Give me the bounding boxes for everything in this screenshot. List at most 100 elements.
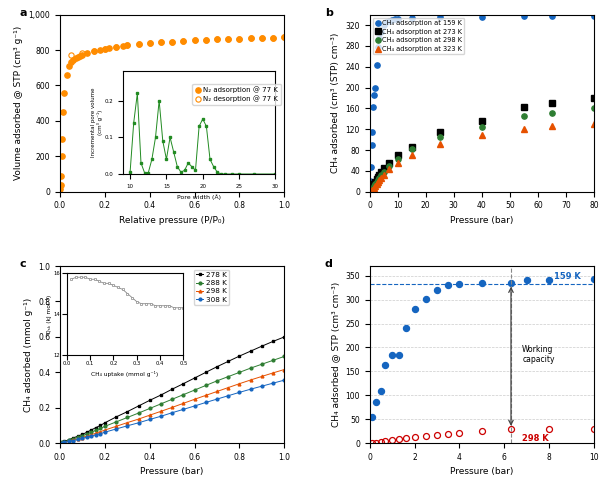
- 288 K: [101, 423, 109, 429]
- N₂ desorption @ 77 K: [157, 39, 164, 45]
- X-axis label: Pressure (bar): Pressure (bar): [450, 468, 514, 476]
- 278 K: [202, 370, 209, 375]
- 298 K: [269, 370, 277, 376]
- CH₄ adsorption at 159 K: [380, 22, 387, 28]
- 298 K: [59, 440, 66, 446]
- CH₄ adsorption at 273 K: [394, 152, 401, 158]
- N₂ adsorption @ 77 K: [79, 52, 86, 57]
- N₂ adsorption @ 77 K: [191, 37, 198, 43]
- CH₄ adsorption at 323 K: [376, 177, 383, 183]
- N₂ desorption @ 77 K: [112, 44, 119, 50]
- 298 K: [88, 432, 95, 438]
- N₂ adsorption @ 77 K: [90, 49, 97, 55]
- 278 K: [247, 348, 254, 354]
- 298 K: [202, 393, 209, 398]
- 278 K: [83, 429, 91, 435]
- CH₄ adsorption at 159 K: [548, 13, 556, 19]
- N₂ adsorption @ 77 K: [135, 41, 142, 47]
- 298 K: [74, 436, 82, 442]
- CH₄ adsorption at 159 K: [368, 142, 376, 148]
- CH₄ adsorption at 273 K: [371, 179, 379, 185]
- Line: CH₄ adsorption at 298 K: CH₄ adsorption at 298 K: [367, 106, 596, 194]
- CH₄ adsorption at 273 K: [377, 169, 385, 175]
- N₂ adsorption @ 77 K: [83, 50, 91, 56]
- 278 K: [112, 414, 119, 420]
- CH₄ adsorption at 273 K: [386, 160, 393, 166]
- CH₄ adsorption at 273 K: [376, 171, 383, 177]
- CH₄ adsorption at 298 K: [367, 187, 374, 193]
- N₂ adsorption @ 77 K: [65, 63, 73, 69]
- CH₄ adsorption at 298 K: [520, 113, 527, 119]
- 308 K: [61, 439, 68, 445]
- 308 K: [79, 435, 86, 441]
- CH₄ adsorption at 323 K: [373, 182, 380, 187]
- CH₄ adsorption at 159 K: [394, 16, 401, 22]
- N₂ adsorption @ 77 K: [57, 182, 64, 187]
- 308 K: [169, 410, 176, 415]
- 288 K: [259, 361, 266, 367]
- CH₄ adsorption at 298 K: [373, 179, 380, 185]
- 298 K: [70, 437, 77, 443]
- 308 K: [135, 420, 142, 426]
- N₂ adsorption @ 77 K: [77, 53, 84, 58]
- N₂ adsorption @ 77 K: [247, 36, 254, 41]
- CH₄ adsorption at 273 K: [367, 189, 374, 195]
- 298 K: [224, 385, 232, 391]
- 288 K: [247, 365, 254, 371]
- N₂ desorption @ 77 K: [124, 42, 131, 48]
- CH₄ adsorption at 159 K: [478, 14, 485, 19]
- 278 K: [101, 420, 109, 426]
- N₂ desorption @ 77 K: [269, 35, 277, 40]
- 298 K: [97, 429, 104, 434]
- 288 K: [224, 374, 232, 379]
- Text: b: b: [325, 7, 332, 18]
- N₂ adsorption @ 77 K: [56, 186, 64, 192]
- CH₄ adsorption at 159 K: [367, 178, 374, 184]
- CH₄ adsorption at 298 K: [548, 110, 556, 115]
- 308 K: [124, 423, 131, 429]
- 308 K: [269, 380, 277, 386]
- 298 K: [83, 433, 91, 439]
- 288 K: [202, 382, 209, 388]
- CH₄ adsorption at 273 K: [548, 100, 556, 106]
- 278 K: [281, 334, 288, 340]
- CH₄ adsorption at 323 K: [367, 187, 374, 193]
- CH₄ adsorption at 273 K: [367, 187, 374, 192]
- CH₄ adsorption at 159 K: [436, 14, 443, 20]
- N₂ adsorption @ 77 K: [224, 36, 232, 42]
- CH₄ adsorption at 159 K: [367, 187, 374, 193]
- CH₄ adsorption at 159 K: [371, 93, 378, 98]
- 308 K: [83, 434, 91, 440]
- 288 K: [180, 392, 187, 397]
- Y-axis label: CH₄ adsorbed (cm³ (STP) cm⁻³): CH₄ adsorbed (cm³ (STP) cm⁻³): [331, 33, 340, 173]
- CH₄ adsorption at 323 K: [394, 160, 401, 166]
- N₂ desorption @ 77 K: [90, 49, 97, 55]
- N₂ adsorption @ 77 K: [59, 136, 66, 142]
- 308 K: [224, 393, 232, 399]
- Line: CH₄ adsorption at 159 K: CH₄ adsorption at 159 K: [367, 13, 596, 193]
- 308 K: [88, 433, 95, 439]
- N₂ adsorption @ 77 K: [74, 54, 82, 60]
- CH₄ adsorption at 323 K: [478, 132, 485, 138]
- CH₄ adsorption at 323 K: [408, 152, 415, 158]
- N₂ desorption @ 77 K: [259, 35, 266, 41]
- CH₄ adsorption at 298 K: [478, 124, 485, 130]
- N₂ adsorption @ 77 K: [70, 57, 77, 63]
- N₂ desorption @ 77 K: [247, 36, 254, 41]
- N₂ desorption @ 77 K: [202, 37, 209, 43]
- N₂ desorption @ 77 K: [79, 50, 86, 56]
- N₂ desorption @ 77 K: [214, 37, 221, 42]
- N₂ adsorption @ 77 K: [68, 59, 75, 65]
- 288 K: [97, 426, 104, 431]
- CH₄ adsorption at 159 K: [371, 85, 379, 91]
- CH₄ adsorption at 159 K: [376, 35, 383, 41]
- CH₄ adsorption at 159 K: [377, 29, 385, 35]
- CH₄ adsorption at 323 K: [369, 187, 376, 192]
- CH₄ adsorption at 273 K: [590, 95, 598, 101]
- 288 K: [112, 419, 119, 425]
- CH₄ adsorption at 159 K: [520, 13, 527, 19]
- 298 K: [124, 420, 131, 426]
- 278 K: [135, 403, 142, 409]
- 278 K: [146, 397, 154, 403]
- CH₄ adsorption at 273 K: [369, 184, 376, 190]
